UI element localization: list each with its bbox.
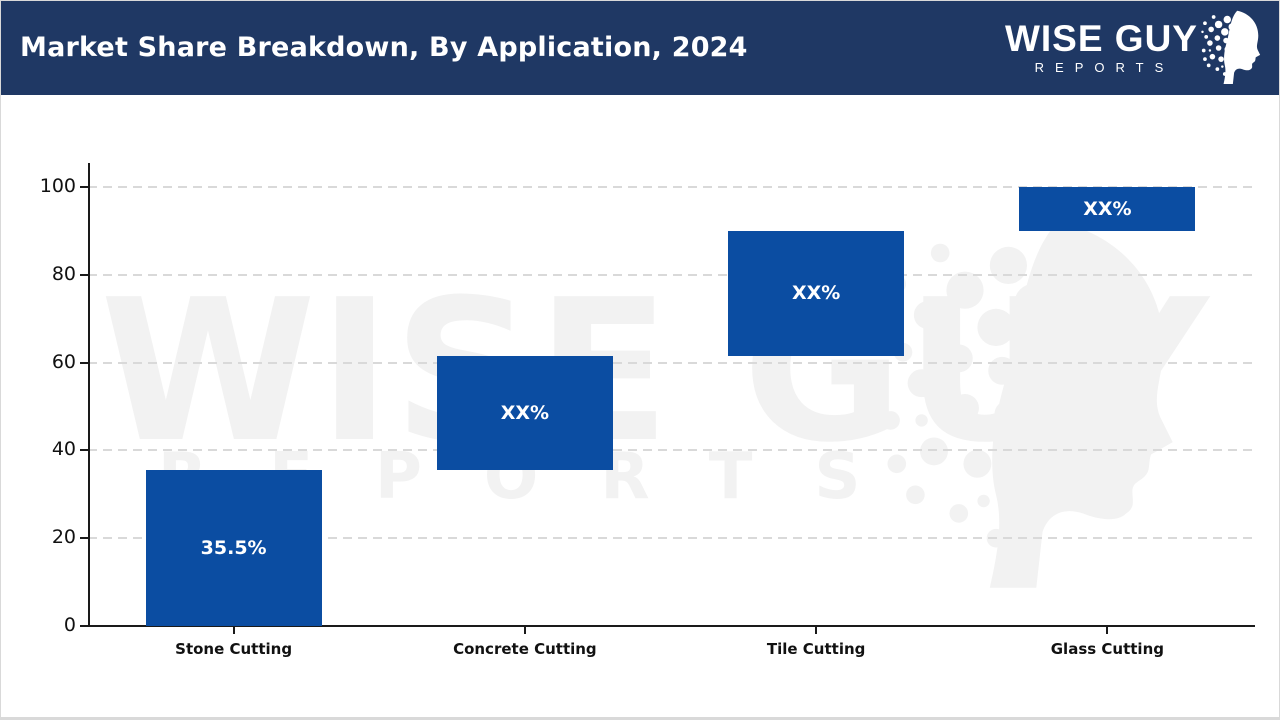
logo-face-icon [1201, 10, 1261, 84]
y-tick-label-20: 20 [51, 526, 76, 549]
y-tick-0 [80, 625, 88, 627]
x-tick-concrete-cutting [523, 626, 526, 634]
y-tick-label-80: 80 [51, 262, 76, 285]
bar-glass-cutting: XX% [1019, 187, 1196, 231]
y-tick-80 [80, 273, 88, 276]
wise-guy-reports-logo: WISE GUY REPORTS [1005, 6, 1262, 90]
y-tick-label-60: 60 [51, 350, 76, 373]
watermark-face-logo-icon [878, 222, 1173, 588]
logo-text: WISE GUY REPORTS [1005, 20, 1198, 75]
y-tick-label-0: 0 [63, 614, 76, 636]
gridline-y80 [88, 273, 1253, 276]
bar-concrete-cutting: XX% [436, 356, 613, 471]
category-label-tile-cutting: Tile Cutting [766, 640, 866, 658]
gridline-y40 [88, 449, 1253, 452]
category-label-concrete-cutting: Concrete Cutting [453, 640, 597, 658]
gridline-y20 [88, 537, 1253, 540]
category-label-glass-cutting: Glass Cutting [1050, 640, 1164, 658]
y-tick-40 [80, 449, 88, 452]
bar-value-label-stone-cutting: 35.5% [200, 537, 267, 560]
x-axis [88, 625, 1255, 627]
y-tick-20 [80, 537, 88, 540]
x-tick-stone-cutting [232, 626, 235, 634]
x-tick-glass-cutting [1106, 626, 1109, 634]
y-tick-label-100: 100 [39, 175, 76, 197]
category-label-stone-cutting: Stone Cutting [175, 640, 293, 658]
y-axis [88, 163, 90, 626]
bar-value-label-concrete-cutting: XX% [500, 402, 550, 425]
y-tick-100 [80, 186, 88, 188]
bar-tile-cutting: XX% [728, 230, 905, 356]
x-tick-tile-cutting [815, 626, 818, 634]
logo-wiseguy-label: WISE GUY [1004, 18, 1198, 59]
page-title: Market Share Breakdown, By Application, … [20, 32, 748, 63]
gridline-y60 [88, 361, 1253, 364]
header-bar: Market Share Breakdown, By Application, … [0, 0, 1280, 95]
logo-reports-label: REPORTS [1034, 60, 1175, 75]
bar-stone-cutting: 35.5% [145, 470, 322, 626]
y-tick-label-40: 40 [51, 438, 76, 461]
y-tick-60 [80, 361, 88, 364]
gridline-y100 [88, 186, 1253, 188]
bar-value-label-tile-cutting: XX% [791, 282, 841, 305]
bar-value-label-glass-cutting: XX% [1083, 197, 1132, 220]
